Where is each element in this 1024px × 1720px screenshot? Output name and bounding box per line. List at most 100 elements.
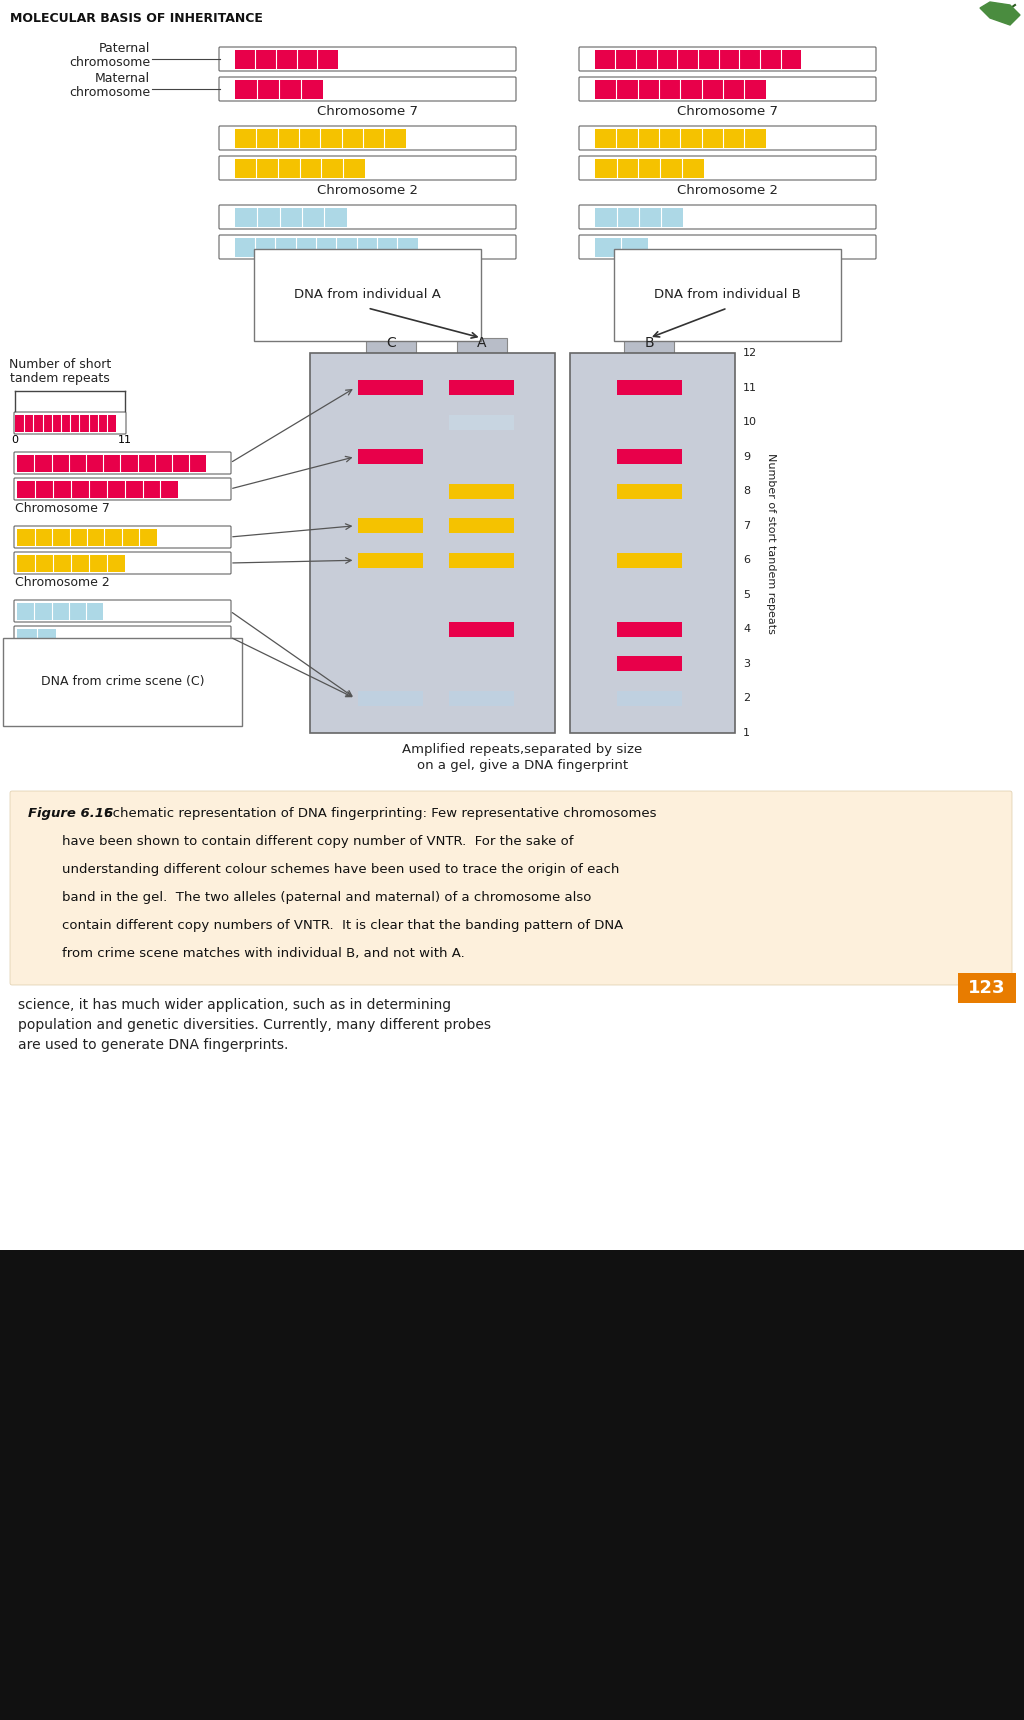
- Bar: [449, 552, 514, 568]
- Text: Schematic representation of DNA fingerprinting: Few representative chromosomes: Schematic representation of DNA fingerpr…: [100, 807, 656, 820]
- FancyBboxPatch shape: [579, 205, 876, 229]
- Text: Chromosome 2: Chromosome 2: [15, 576, 110, 588]
- FancyBboxPatch shape: [14, 526, 231, 549]
- Text: contain different copy numbers of VNTR.  It is clear that the banding pattern of: contain different copy numbers of VNTR. …: [28, 918, 624, 932]
- Text: chromosome: chromosome: [69, 57, 150, 69]
- Text: on a gel, give a DNA fingerprint: on a gel, give a DNA fingerprint: [417, 759, 628, 772]
- Bar: [595, 237, 648, 256]
- Text: understanding different colour schemes have been used to trace the origin of eac: understanding different colour schemes h…: [28, 863, 620, 875]
- Text: Number of short: Number of short: [9, 358, 112, 372]
- FancyBboxPatch shape: [14, 478, 231, 501]
- Text: Chromosome 7: Chromosome 7: [317, 105, 418, 119]
- Text: Chromosome 2: Chromosome 2: [317, 184, 418, 198]
- Text: Amplified repeats,separated by size: Amplified repeats,separated by size: [402, 743, 643, 757]
- Text: 123: 123: [969, 979, 1006, 998]
- Text: 11: 11: [743, 382, 757, 392]
- Bar: [625, 339, 674, 353]
- Text: 12: 12: [743, 347, 757, 358]
- Bar: [358, 691, 423, 705]
- Text: population and genetic diversities. Currently, many different probes: population and genetic diversities. Curr…: [18, 1018, 490, 1032]
- Bar: [358, 449, 423, 464]
- Text: DNA from individual A: DNA from individual A: [294, 289, 441, 301]
- Bar: [449, 415, 514, 430]
- Bar: [457, 339, 507, 353]
- Text: 0: 0: [11, 435, 18, 445]
- Bar: [15, 415, 116, 432]
- FancyBboxPatch shape: [14, 626, 231, 648]
- Bar: [958, 974, 1016, 1003]
- Text: 9: 9: [743, 452, 751, 461]
- Bar: [234, 50, 338, 69]
- Text: Paternal: Paternal: [98, 43, 150, 55]
- Text: Chromosome 16: Chromosome 16: [15, 650, 118, 662]
- Bar: [595, 129, 766, 148]
- Text: from crime scene matches with individual B, and not with A.: from crime scene matches with individual…: [28, 948, 465, 960]
- Bar: [17, 528, 157, 545]
- Text: chromosome: chromosome: [69, 86, 150, 100]
- Text: Chromosome 16: Chromosome 16: [673, 263, 782, 275]
- Bar: [595, 79, 766, 98]
- Text: 7: 7: [743, 521, 751, 531]
- Bar: [616, 623, 682, 636]
- Bar: [616, 657, 682, 671]
- FancyBboxPatch shape: [14, 413, 126, 433]
- FancyBboxPatch shape: [219, 46, 516, 71]
- Text: DNA from crime scene (C): DNA from crime scene (C): [41, 676, 204, 688]
- Text: 8: 8: [743, 487, 751, 495]
- Text: science, it has much wider application, such as in determining: science, it has much wider application, …: [18, 998, 452, 1011]
- Bar: [449, 380, 514, 396]
- Bar: [616, 449, 682, 464]
- Bar: [358, 380, 423, 396]
- Bar: [595, 208, 683, 227]
- Text: band in the gel.  The two alleles (paternal and maternal) of a chromosome also: band in the gel. The two alleles (patern…: [28, 891, 592, 905]
- Bar: [595, 50, 801, 69]
- FancyBboxPatch shape: [579, 157, 876, 181]
- Bar: [234, 158, 365, 177]
- Bar: [17, 602, 103, 619]
- Bar: [616, 380, 682, 396]
- FancyBboxPatch shape: [579, 126, 876, 150]
- FancyBboxPatch shape: [219, 205, 516, 229]
- Bar: [570, 353, 735, 733]
- Text: C: C: [386, 335, 395, 349]
- Bar: [595, 158, 703, 177]
- Bar: [449, 483, 514, 499]
- Text: are used to generate DNA fingerprints.: are used to generate DNA fingerprints.: [18, 1037, 289, 1053]
- FancyBboxPatch shape: [10, 791, 1012, 986]
- FancyBboxPatch shape: [219, 157, 516, 181]
- Bar: [358, 518, 423, 533]
- Text: Maternal: Maternal: [95, 72, 150, 86]
- Bar: [234, 129, 406, 148]
- Text: 4: 4: [743, 624, 751, 635]
- Text: have been shown to contain different copy number of VNTR.  For the sake of: have been shown to contain different cop…: [28, 834, 573, 848]
- Text: Chromosome 7: Chromosome 7: [677, 105, 778, 119]
- Text: Number of stort tandem repeats: Number of stort tandem repeats: [766, 452, 776, 633]
- Bar: [449, 518, 514, 533]
- Bar: [616, 552, 682, 568]
- FancyBboxPatch shape: [14, 452, 231, 475]
- FancyBboxPatch shape: [579, 46, 876, 71]
- Bar: [17, 628, 56, 645]
- Text: DNA from individual B: DNA from individual B: [654, 289, 801, 301]
- Text: 11: 11: [118, 435, 132, 445]
- Text: 6: 6: [743, 556, 750, 566]
- Text: A: A: [477, 335, 486, 349]
- Text: 1: 1: [743, 728, 750, 738]
- Text: Figure 6.16: Figure 6.16: [28, 807, 114, 820]
- Bar: [449, 691, 514, 705]
- Bar: [616, 483, 682, 499]
- FancyBboxPatch shape: [219, 126, 516, 150]
- FancyBboxPatch shape: [14, 600, 231, 623]
- Bar: [358, 552, 423, 568]
- Bar: [17, 480, 178, 497]
- Text: 10: 10: [743, 416, 757, 427]
- Text: 5: 5: [743, 590, 750, 600]
- Bar: [449, 623, 514, 636]
- Bar: [17, 554, 125, 571]
- Text: 2: 2: [743, 693, 751, 703]
- FancyBboxPatch shape: [219, 236, 516, 260]
- Bar: [17, 454, 207, 471]
- Text: tandem repeats: tandem repeats: [10, 372, 110, 385]
- Bar: [234, 237, 418, 256]
- Bar: [234, 79, 324, 98]
